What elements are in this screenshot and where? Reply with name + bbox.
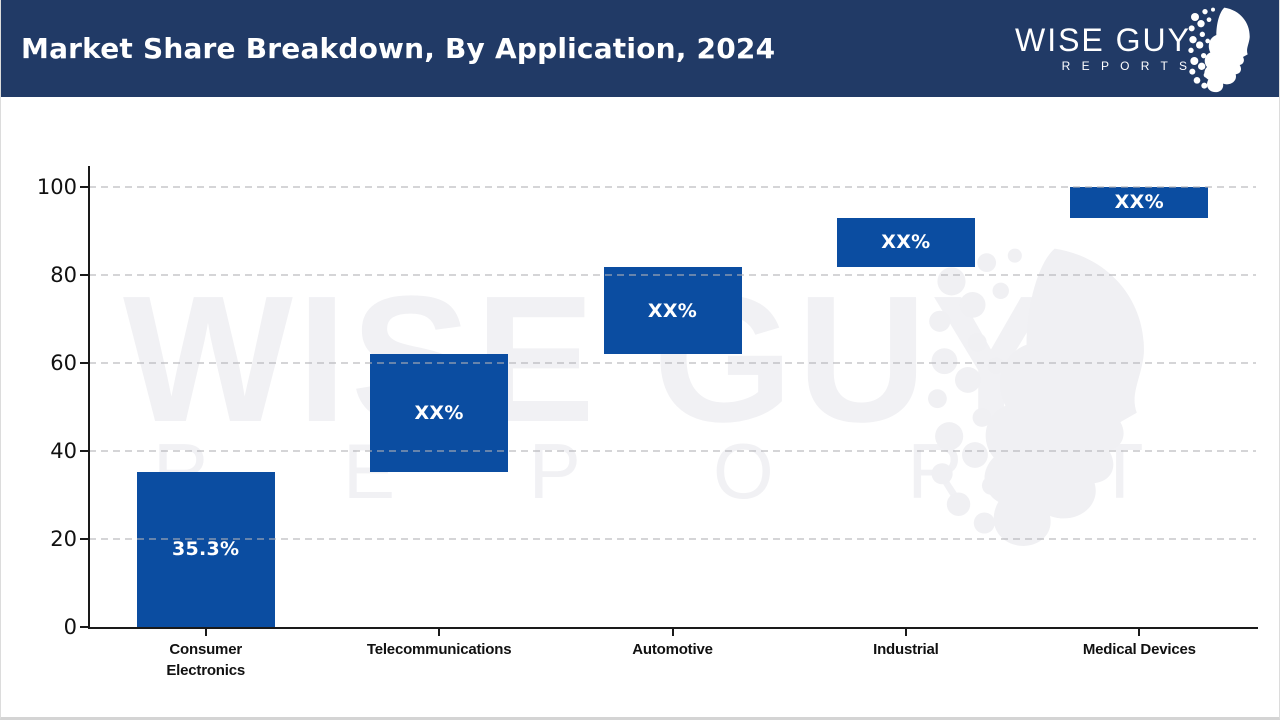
logo-wordmark-line1: WISE GUY (1014, 22, 1191, 58)
gridline-60 (89, 362, 1256, 364)
y-tick-mark (80, 274, 88, 276)
y-tick-mark (80, 362, 88, 364)
bar-automotive: XX% (603, 267, 742, 355)
bar-telecommunications: XX% (370, 354, 509, 472)
bar-value-label: XX% (647, 299, 698, 322)
y-tick-label: 40 (50, 439, 77, 463)
gridline-100 (89, 186, 1256, 188)
gridline-40 (89, 450, 1256, 452)
bar-value-label: XX% (881, 231, 931, 254)
x-tick-label: Consumer Electronics (166, 641, 246, 679)
x-tick-mark (204, 629, 207, 636)
bar-medical-devices: XX% (1070, 187, 1209, 218)
plot-area: 35.3% XX% XX% XX% XX% (89, 186, 1256, 627)
page-title: Market Share Breakdown, By Application, … (21, 32, 776, 65)
bar-value-label: XX% (414, 401, 464, 424)
gridline-20 (89, 538, 1256, 540)
x-tick-mark (1138, 629, 1141, 636)
y-tick-label: 80 (50, 263, 77, 287)
logo-wordmark: WISE GUY R E P O R T S (1015, 24, 1191, 73)
bar-consumer-electronics: 35.3% (136, 471, 275, 627)
watermark-wordmark-line1: WISE GUY (123, 259, 1056, 460)
bar-value-label: XX% (1114, 191, 1164, 214)
y-tick-mark (80, 186, 88, 188)
y-tick-label: 60 (50, 351, 77, 375)
y-tick-mark (80, 626, 88, 628)
x-tick-label: Industrial (873, 641, 939, 658)
x-tick-mark (904, 629, 907, 636)
x-tick-mark (671, 629, 674, 636)
y-axis-spine (88, 166, 90, 629)
x-tick-label: Automotive (632, 641, 713, 658)
y-tick-label: 0 (63, 615, 77, 639)
x-tick-mark (438, 629, 441, 636)
logo-wordmark-line2: R E P O R T S (1061, 59, 1191, 73)
x-tick-label: Telecommunications (366, 641, 512, 658)
logo-head-icon (1188, 7, 1250, 92)
y-tick-label: 20 (50, 527, 77, 551)
bar-industrial: XX% (836, 217, 975, 268)
bar-value-label: 35.3% (171, 538, 240, 561)
header-bar: Market Share Breakdown, By Application, … (1, 0, 1279, 97)
y-tick-label: 100 (36, 175, 77, 199)
y-tick-mark (80, 538, 88, 540)
x-tick-label: Medical Devices (1082, 641, 1196, 658)
y-tick-mark (80, 450, 88, 452)
wiseguy-logo: WISE GUY R E P O R T S (1015, 5, 1261, 93)
gridline-80 (89, 274, 1256, 276)
x-axis-spine (88, 627, 1258, 629)
